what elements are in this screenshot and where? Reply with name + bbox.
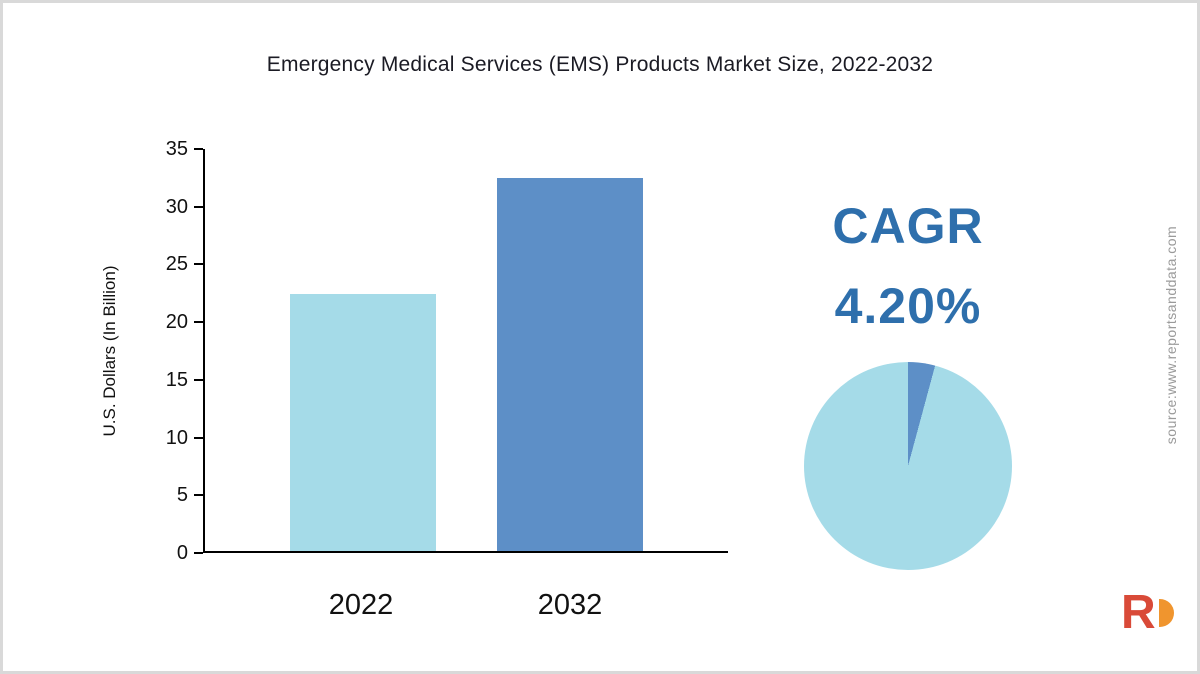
brand-logo: R (1121, 589, 1174, 637)
bar-2022 (290, 293, 436, 551)
bar-2032 (497, 177, 643, 551)
y-tick-mark-35 (194, 148, 203, 150)
y-tick-label-35: 35 (165, 138, 188, 160)
cagr-block: CAGR 4.20% (788, 186, 1028, 346)
cagr-label: CAGR (832, 198, 984, 254)
x-tick-label-2032: 2032 (537, 589, 603, 621)
y-tick-mark-15 (194, 378, 203, 381)
source-text: source:www.reportsanddata.com (1163, 225, 1179, 445)
logo-letter-r: R (1121, 586, 1156, 639)
y-tick-label-20: 20 (165, 311, 188, 334)
x-tick-label-2022: 2022 (328, 589, 394, 621)
y-tick-label-30: 30 (165, 195, 188, 218)
y-tick-mark-0 (194, 552, 203, 554)
y-axis-tick-labels: 0 5 10 15 20 25 30 35 (133, 138, 188, 564)
y-axis-tick-marks (194, 148, 203, 554)
y-tick-label-15: 15 (165, 368, 188, 391)
y-tick-mark-30 (194, 205, 203, 208)
y-tick-label-0: 0 (176, 542, 188, 564)
y-tick-mark-5 (194, 494, 203, 497)
y-tick-label-5: 5 (176, 484, 188, 507)
y-axis-title: U.S. Dollars (In Billion) (100, 265, 119, 437)
pie-chart (804, 362, 1012, 570)
cagr-value: 4.20% (834, 278, 982, 334)
y-tick-label-25: 25 (165, 253, 188, 276)
y-tick-mark-20 (194, 321, 203, 324)
x-axis-labels: 2022 2032 (203, 589, 728, 622)
chart-title: Emergency Medical Services (EMS) Product… (266, 53, 934, 76)
y-tick-mark-10 (194, 436, 203, 439)
y-tick-mark-25 (194, 263, 203, 266)
logo-dot-icon (1158, 599, 1174, 627)
plot-area (203, 149, 728, 553)
y-tick-label-10: 10 (165, 426, 188, 449)
